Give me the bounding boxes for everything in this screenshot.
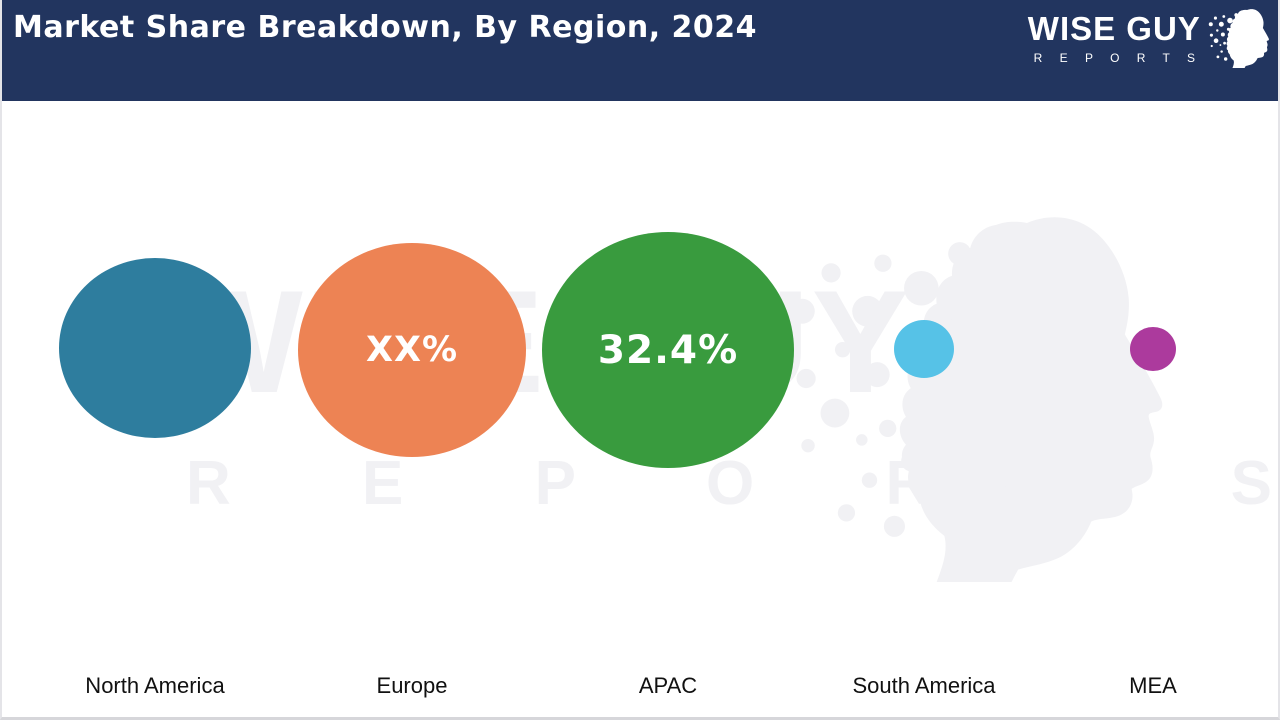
bubble-south-america (894, 320, 954, 378)
bubble-value-apac: 32.4% (597, 327, 739, 373)
logo-text: WISE GUY R E P O R T S (1027, 10, 1202, 65)
category-label-apac: APAC (638, 673, 698, 698)
bubble-north-america (59, 258, 251, 438)
watermark-head-icon (772, 198, 1182, 582)
bubble-apac: 32.4% (542, 232, 794, 468)
category-label-europe: Europe (376, 673, 448, 698)
logo: WISE GUY R E P O R T S (1027, 6, 1272, 68)
category-label-south-america: South America (852, 673, 996, 698)
logo-wordmark: WISE GUY (1027, 9, 1201, 47)
bubble-europe: XX% (298, 243, 526, 457)
logo-subtext: R E P O R T S (1033, 50, 1202, 65)
logo-head-icon (1206, 6, 1272, 68)
page-title: Market Share Breakdown, By Region, 2024 (13, 10, 758, 45)
bubble-value-europe: XX% (365, 330, 459, 370)
category-label-north-america: North America (85, 673, 225, 698)
category-label-mea: MEA (1129, 673, 1177, 698)
bubble-mea (1130, 327, 1176, 371)
header: Market Share Breakdown, By Region, 2024 … (2, 0, 1278, 101)
